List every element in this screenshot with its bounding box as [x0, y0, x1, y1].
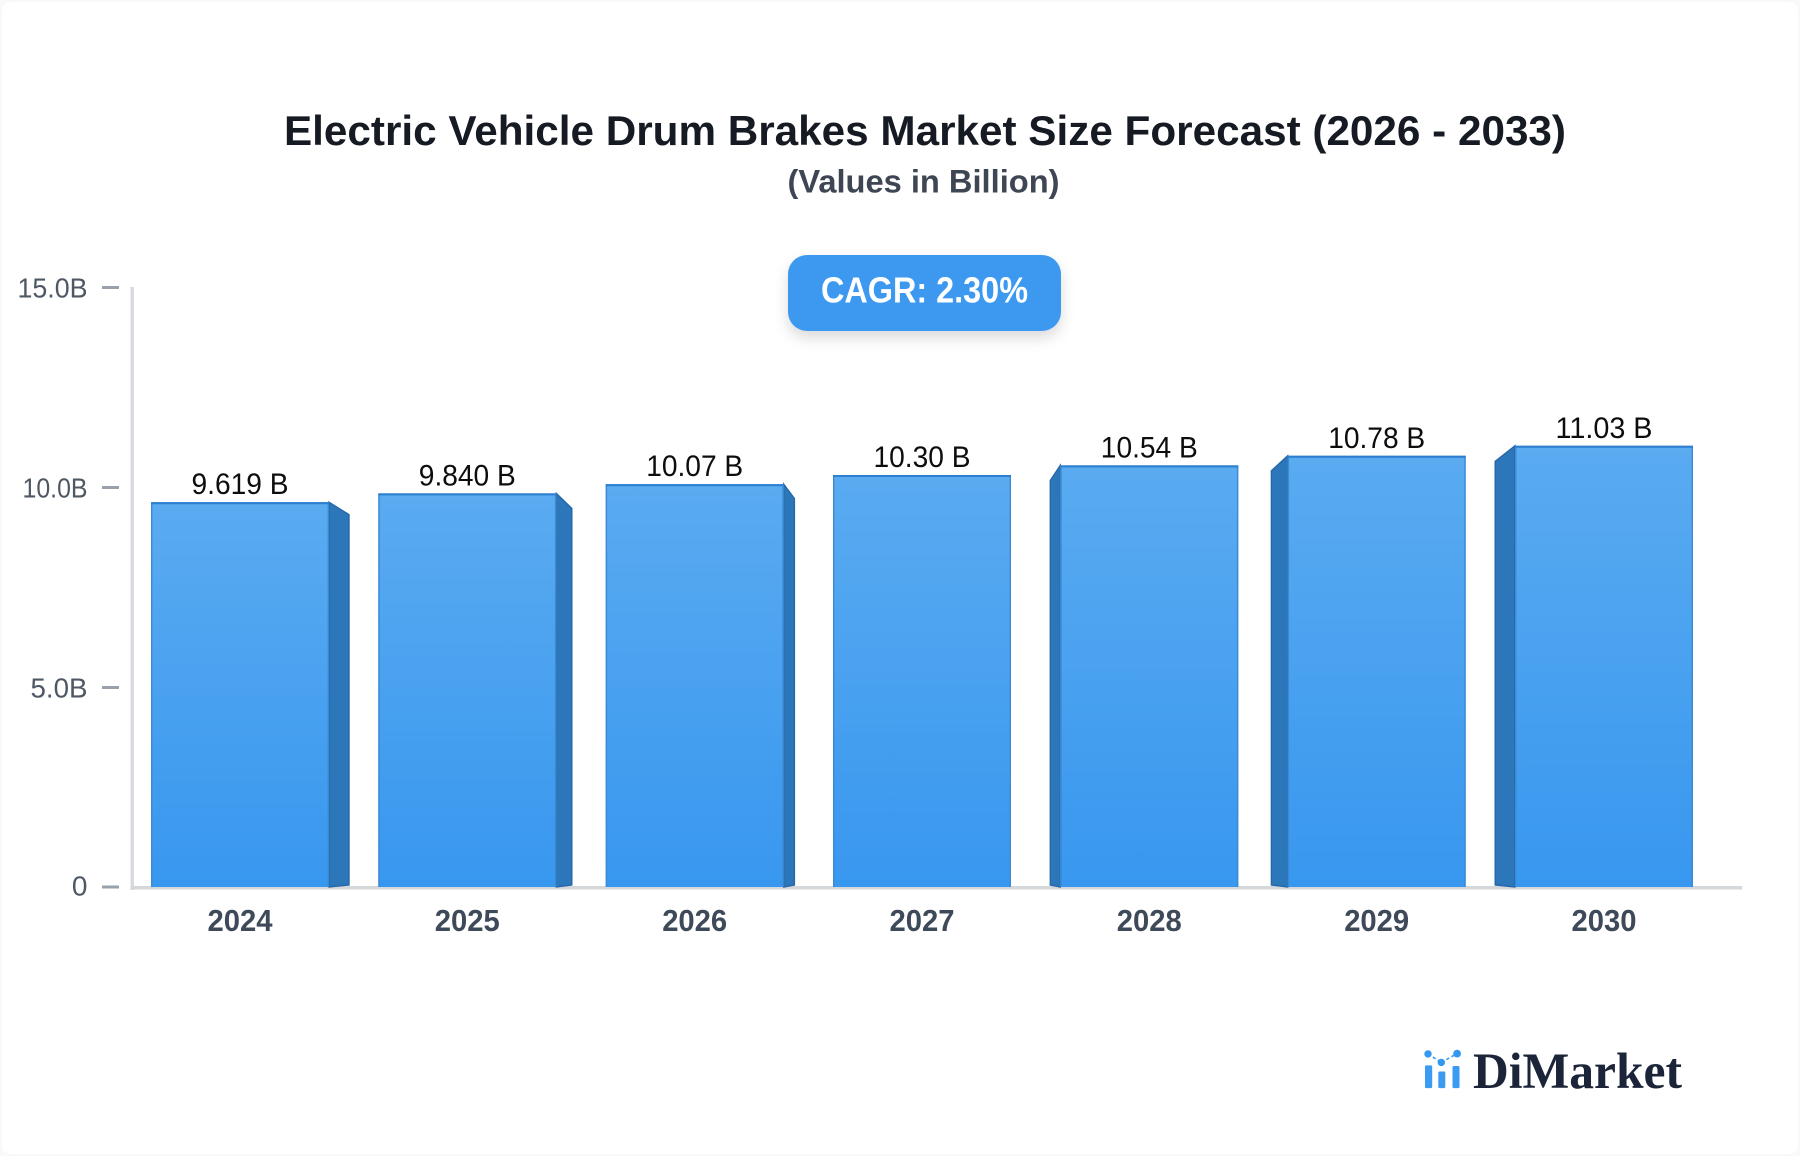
svg-text:10.07 B: 10.07 B: [646, 450, 743, 483]
svg-text:Electric Vehicle Drum Brakes M: Electric Vehicle Drum Brakes Market Size…: [284, 107, 1566, 154]
svg-text:10.0B: 10.0B: [23, 473, 88, 504]
svg-text:0: 0: [72, 871, 88, 902]
svg-text:CAGR: 2.30%: CAGR: 2.30%: [821, 270, 1028, 311]
svg-text:10.78 B: 10.78 B: [1328, 422, 1425, 455]
svg-text:2025: 2025: [435, 903, 500, 938]
svg-text:2024: 2024: [208, 903, 274, 938]
svg-text:5.0B: 5.0B: [31, 673, 88, 704]
svg-text:11.03 B: 11.03 B: [1556, 412, 1653, 445]
svg-text:9.619 B: 9.619 B: [192, 468, 289, 501]
svg-text:10.54 B: 10.54 B: [1101, 431, 1198, 464]
svg-text:9.840 B: 9.840 B: [419, 459, 516, 492]
svg-text:2030: 2030: [1572, 903, 1637, 938]
svg-text:2028: 2028: [1117, 903, 1182, 938]
svg-text:10.30 B: 10.30 B: [874, 441, 971, 474]
svg-text:15.0B: 15.0B: [18, 273, 88, 304]
svg-text:2026: 2026: [662, 903, 727, 938]
svg-text:2029: 2029: [1344, 903, 1409, 938]
svg-text:DiMarket: DiMarket: [1473, 1044, 1682, 1100]
svg-text:2027: 2027: [890, 903, 955, 938]
svg-text:(Values in Billion): (Values in Billion): [788, 164, 1060, 200]
